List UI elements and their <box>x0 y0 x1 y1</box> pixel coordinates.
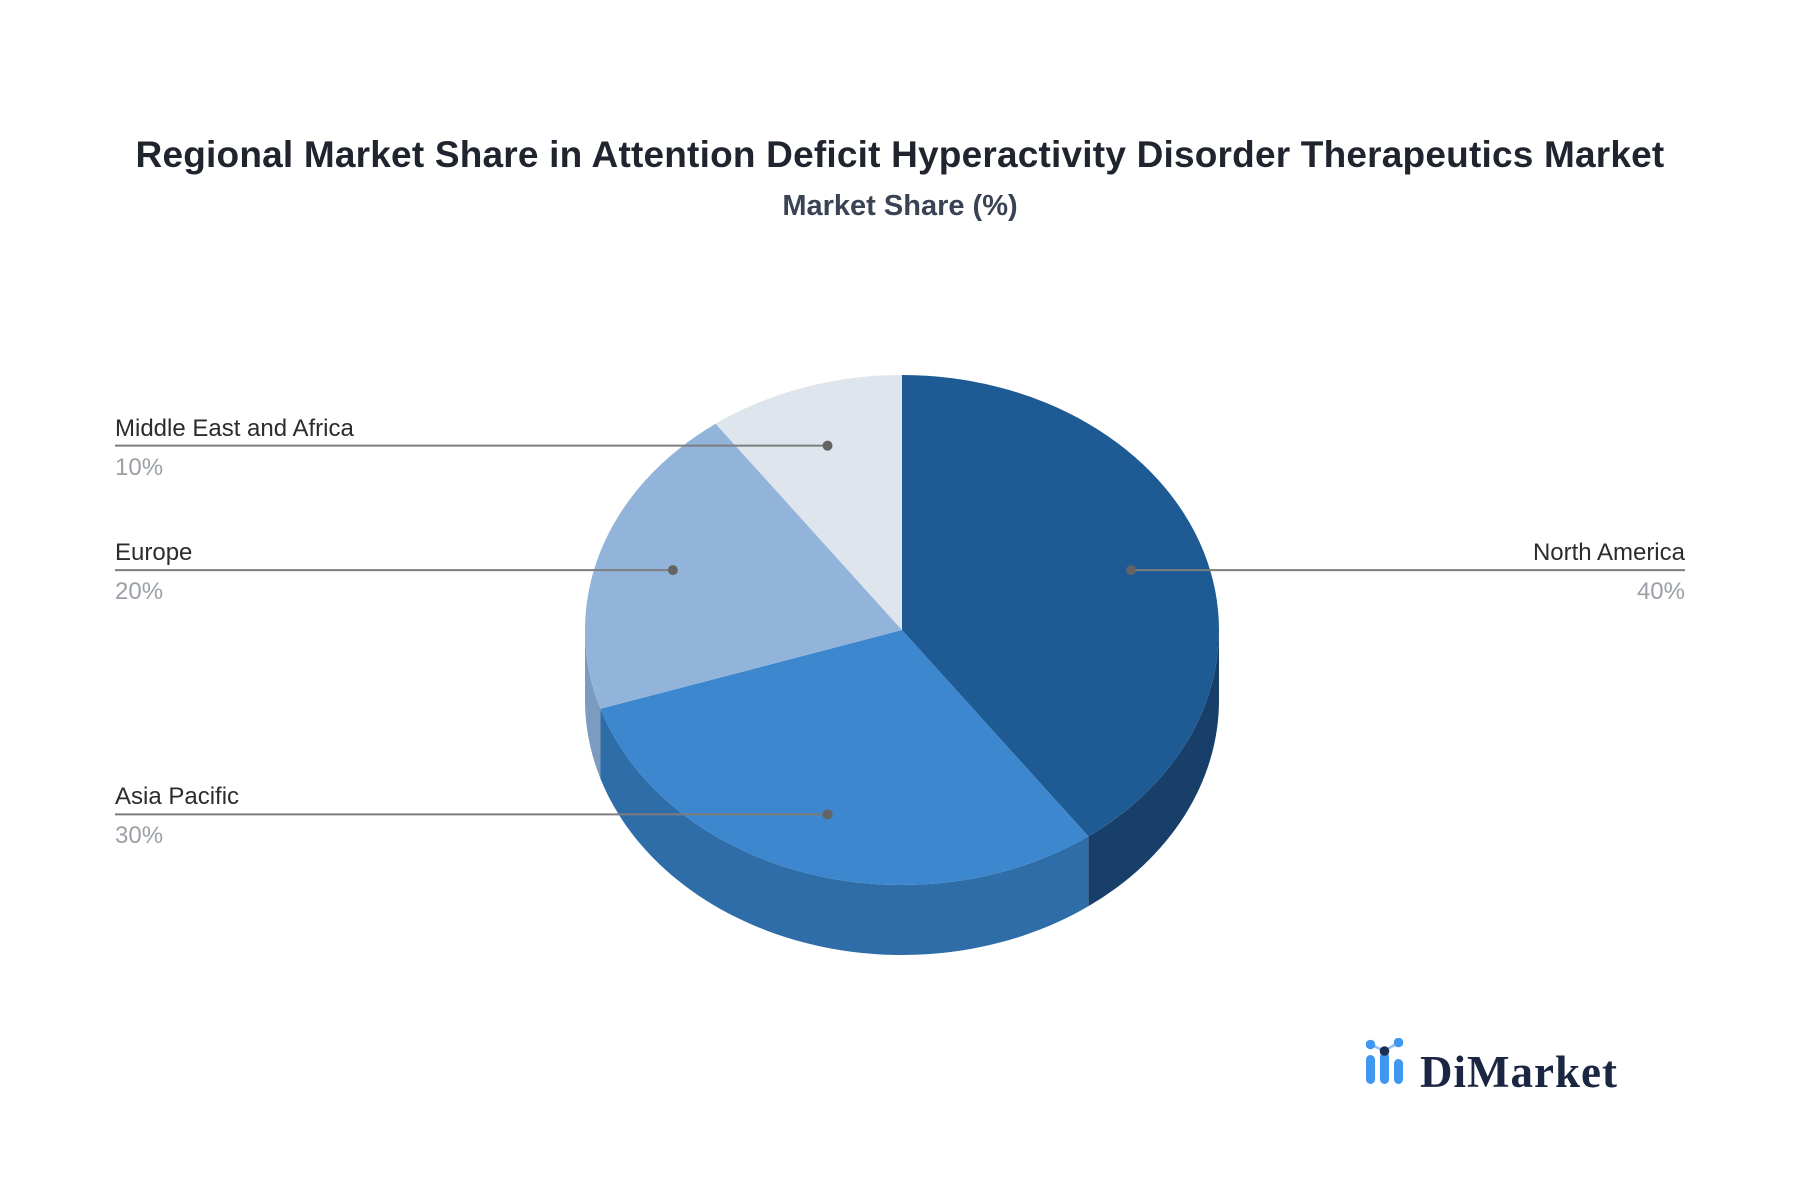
leader-dot-north-america <box>1126 565 1137 576</box>
pie-slice-europe[interactable] <box>584 423 902 709</box>
dimarket-logo-icon <box>1366 1038 1404 1084</box>
pie-value-middle-east-and-africa: 10% <box>115 453 164 481</box>
leader-dot-europe <box>667 565 678 576</box>
pie-label-asia-pacific: Asia Pacific <box>115 783 240 811</box>
pie-value-asia-pacific: 30% <box>115 822 164 850</box>
leader-dot-asia-pacific <box>822 809 833 820</box>
leader-dot-middle-east-and-africa <box>822 440 833 451</box>
pie-slice-north-america[interactable] <box>902 375 1219 837</box>
chart-title: Regional Market Share in Attention Defic… <box>135 134 1665 175</box>
pie-slice-side-asia-pacific <box>600 708 1089 956</box>
pie-value-north-america: 40% <box>1636 578 1685 606</box>
pie-value-europe: 20% <box>115 578 164 606</box>
brand-logo: DiMarket <box>1366 1038 1618 1095</box>
pie-slice-side-north-america <box>1088 630 1219 907</box>
pie-slice-middle-east-and-africa[interactable] <box>715 375 902 630</box>
pie-label-middle-east-and-africa: Middle East and Africa <box>115 414 354 442</box>
pie-label-north-america: North America <box>1532 539 1685 567</box>
brand-name: DiMarket <box>1420 1047 1618 1097</box>
pie-label-europe: Europe <box>115 539 193 567</box>
pie-slice-asia-pacific[interactable] <box>600 630 1089 886</box>
pie-slice-side-europe <box>585 630 601 779</box>
chart-subtitle: Market Share (%) <box>782 190 1018 222</box>
